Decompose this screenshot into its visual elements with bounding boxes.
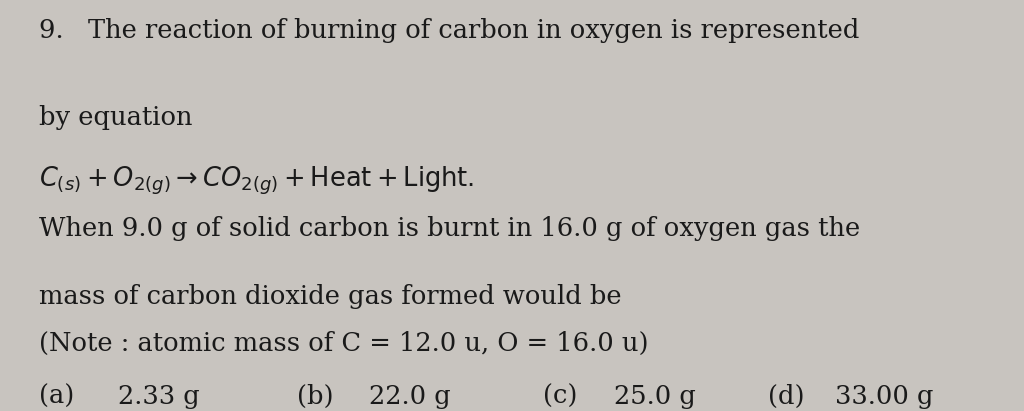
Text: mass of carbon dioxide gas formed would be: mass of carbon dioxide gas formed would … — [39, 284, 622, 309]
Text: (c): (c) — [543, 384, 578, 409]
Text: (Note : atomic mass of C = 12.0 u, O = 16.0 u): (Note : atomic mass of C = 12.0 u, O = 1… — [39, 331, 648, 356]
Text: 33.00 g: 33.00 g — [835, 384, 933, 409]
Text: (a): (a) — [39, 384, 74, 409]
Text: by equation: by equation — [39, 105, 193, 130]
Text: 9.   The reaction of burning of carbon in oxygen is represented: 9. The reaction of burning of carbon in … — [39, 18, 859, 44]
Text: (b): (b) — [297, 384, 334, 409]
Text: $C_{(s)}+O_{2(g)}\rightarrow CO_{2(g)}+\mathrm{Heat+Light.}$: $C_{(s)}+O_{2(g)}\rightarrow CO_{2(g)}+\… — [39, 164, 474, 197]
Text: 25.0 g: 25.0 g — [614, 384, 696, 409]
Text: When 9.0 g of solid carbon is burnt in 16.0 g of oxygen gas the: When 9.0 g of solid carbon is burnt in 1… — [39, 216, 860, 241]
Text: 2.33 g: 2.33 g — [118, 384, 200, 409]
Text: (d): (d) — [768, 384, 805, 409]
Text: 22.0 g: 22.0 g — [369, 384, 451, 409]
